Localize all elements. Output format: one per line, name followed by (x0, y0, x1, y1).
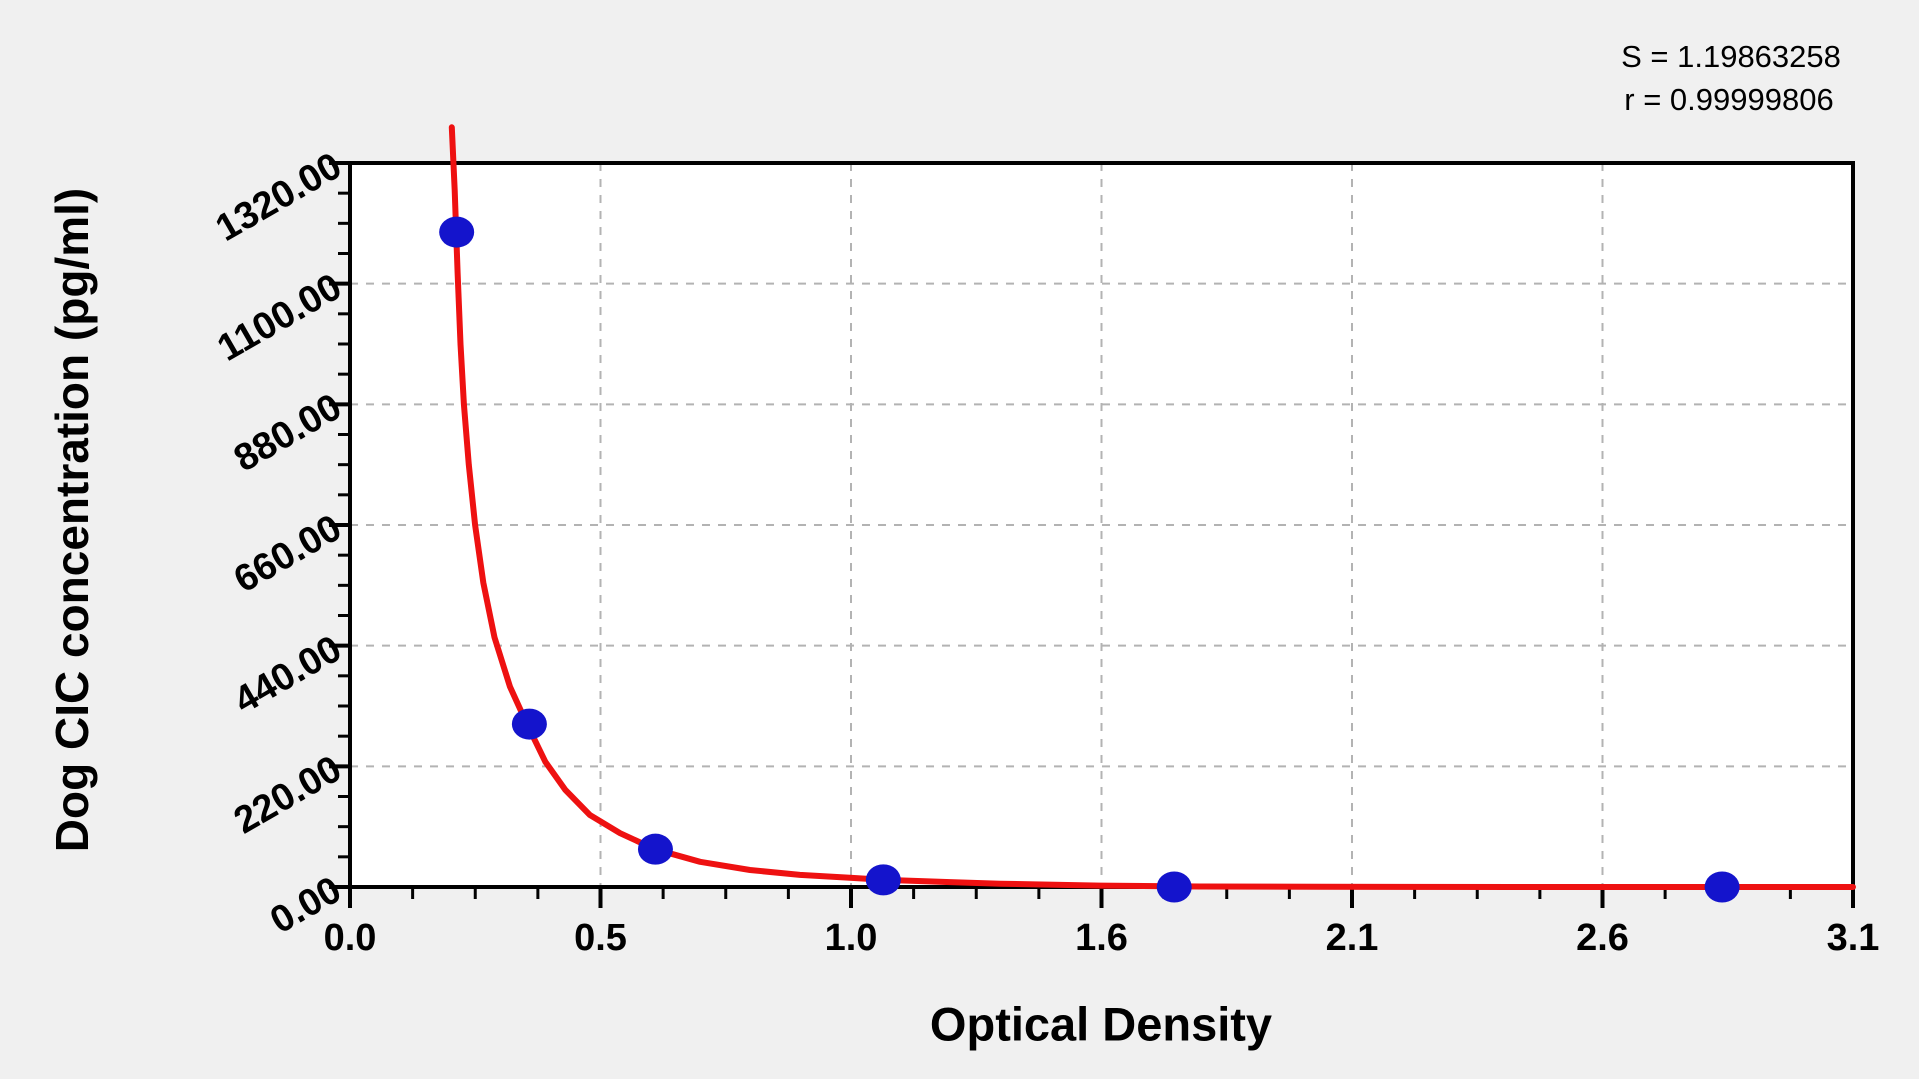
fit-stat-r: r = 0.99999806 (1624, 82, 1834, 117)
data-point (1704, 871, 1740, 903)
x-tick-label: 0.5 (574, 917, 627, 959)
x-tick-label: 3.1 (1826, 917, 1880, 959)
x-axis-title: Optical Density (929, 997, 1273, 1051)
x-tick-label: 1.0 (824, 917, 878, 959)
data-point (865, 864, 901, 896)
fitted-curve (448, 124, 1856, 890)
data-point (1156, 871, 1192, 903)
fit-stat-s: S = 1.19863258 (1621, 39, 1841, 74)
x-tick-label: 2.6 (1576, 917, 1629, 959)
x-tick-label: 2.1 (1325, 917, 1379, 959)
x-tick-label: 1.6 (1075, 917, 1128, 959)
y-axis-title: Dog CIC concentration (pg/ml) (46, 187, 98, 853)
data-point (439, 216, 475, 248)
data-point (511, 708, 547, 740)
data-point (637, 833, 673, 865)
x-tick-label: 0.0 (323, 917, 377, 959)
